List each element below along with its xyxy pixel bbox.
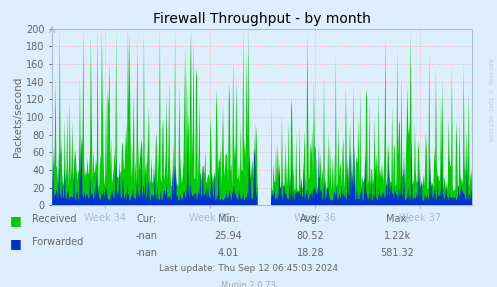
- Text: RRDTOOL / TOBI OETIKER: RRDTOOL / TOBI OETIKER: [487, 59, 492, 142]
- Text: Last update: Thu Sep 12 06:45:03 2024: Last update: Thu Sep 12 06:45:03 2024: [159, 264, 338, 273]
- Text: 581.32: 581.32: [381, 248, 414, 258]
- Text: 18.28: 18.28: [297, 248, 325, 258]
- Text: ■: ■: [10, 237, 22, 250]
- Text: Max:: Max:: [386, 214, 410, 224]
- Y-axis label: Packets/second: Packets/second: [13, 77, 23, 157]
- Text: Forwarded: Forwarded: [32, 237, 83, 247]
- Text: Min:: Min:: [218, 214, 239, 224]
- Text: 25.94: 25.94: [215, 231, 243, 241]
- Text: -nan: -nan: [136, 248, 158, 258]
- Text: ■: ■: [10, 214, 22, 227]
- Title: Firewall Throughput - by month: Firewall Throughput - by month: [153, 12, 371, 26]
- Text: 4.01: 4.01: [218, 248, 240, 258]
- Text: Munin 2.0.73: Munin 2.0.73: [221, 281, 276, 287]
- Text: Avg:: Avg:: [300, 214, 321, 224]
- Text: 80.52: 80.52: [297, 231, 325, 241]
- Text: 1.22k: 1.22k: [384, 231, 411, 241]
- Text: Cur:: Cur:: [137, 214, 157, 224]
- Text: Received: Received: [32, 214, 77, 224]
- Text: -nan: -nan: [136, 231, 158, 241]
